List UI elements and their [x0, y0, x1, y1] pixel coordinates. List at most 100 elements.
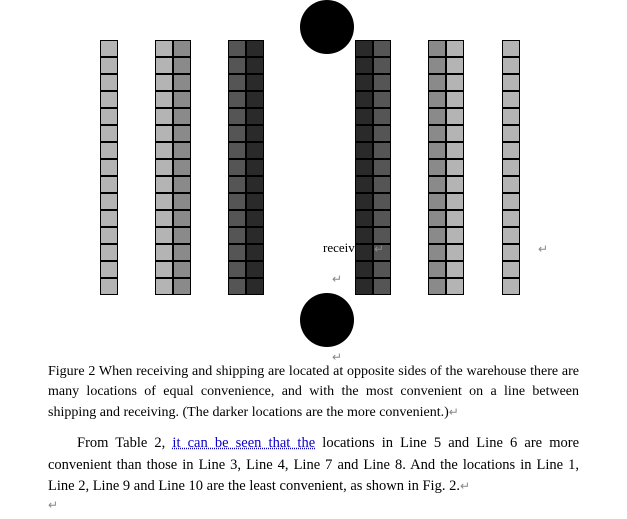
rack-cell	[355, 278, 373, 295]
rack-cell	[155, 159, 173, 176]
rack-cell	[173, 278, 191, 295]
rack-cell	[446, 74, 464, 91]
trailing-mark: ↵	[0, 498, 627, 513]
rack-cell	[155, 40, 173, 57]
rack-cell	[246, 91, 264, 108]
rack-cell	[373, 142, 391, 159]
rack-cell	[502, 278, 520, 295]
rack-cell	[428, 261, 446, 278]
rack-cell	[428, 193, 446, 210]
rack-cell	[446, 125, 464, 142]
rack-cell	[173, 108, 191, 125]
shipping-dock-icon	[300, 0, 354, 54]
rack-cell	[173, 176, 191, 193]
rack-cell	[246, 125, 264, 142]
rack-cell	[228, 244, 246, 261]
rack-cell	[502, 40, 520, 57]
reference-text: it can be seen that the	[172, 435, 315, 451]
rack-cell	[228, 142, 246, 159]
rack-cell	[428, 227, 446, 244]
rack-cell	[446, 108, 464, 125]
rack-cell	[100, 74, 118, 91]
rack-cell	[246, 74, 264, 91]
rack-cell	[173, 159, 191, 176]
rack-cell	[100, 142, 118, 159]
rack-cell	[428, 91, 446, 108]
rack-cell	[502, 193, 520, 210]
rack-cell	[100, 40, 118, 57]
para-mark: ↵	[332, 272, 342, 287]
para-mark: ↵	[538, 242, 548, 257]
rack-cell	[355, 125, 373, 142]
body-paragraph: From Table 2, it can be seen that the lo…	[0, 423, 627, 498]
rack-cell	[155, 142, 173, 159]
rack-cell	[502, 142, 520, 159]
para-mark: ↵	[374, 242, 384, 257]
rack-cell	[373, 91, 391, 108]
rack-cell	[155, 278, 173, 295]
rack-cell	[502, 108, 520, 125]
rack-cell	[173, 57, 191, 74]
rack-cell	[155, 210, 173, 227]
rack-cell	[173, 227, 191, 244]
rack-cell	[155, 74, 173, 91]
rack-cell	[246, 176, 264, 193]
rack-cell	[373, 40, 391, 57]
rack-column-2	[155, 40, 173, 295]
rack-column-1	[100, 40, 118, 295]
rack-cell	[100, 57, 118, 74]
rack-cell	[373, 57, 391, 74]
rack-cell	[446, 244, 464, 261]
rack-cell	[173, 261, 191, 278]
rack-cell	[355, 108, 373, 125]
rack-cell	[100, 244, 118, 261]
rack-cell	[155, 108, 173, 125]
rack-cell	[428, 210, 446, 227]
rack-cell	[228, 227, 246, 244]
rack-cell	[446, 261, 464, 278]
caption-text: Figure 2 When receiving and shipping are…	[48, 364, 579, 420]
rack-cell	[373, 108, 391, 125]
rack-cell	[446, 91, 464, 108]
rack-cell	[155, 125, 173, 142]
rack-cell	[246, 261, 264, 278]
rack-cell	[355, 176, 373, 193]
rack-cell	[228, 210, 246, 227]
rack-cell	[355, 40, 373, 57]
rack-cell	[502, 57, 520, 74]
rack-cell	[100, 159, 118, 176]
rack-cell	[428, 159, 446, 176]
rack-cell	[246, 193, 264, 210]
rack-cell	[155, 261, 173, 278]
rack-column-3	[173, 40, 191, 295]
rack-cell	[100, 210, 118, 227]
rack-cell	[246, 244, 264, 261]
rack-cell	[173, 244, 191, 261]
rack-cell	[246, 40, 264, 57]
rack-cell	[228, 108, 246, 125]
rack-cell	[502, 227, 520, 244]
para-mark: ↵	[332, 350, 342, 365]
rack-cell	[373, 278, 391, 295]
rack-cell	[355, 57, 373, 74]
rack-cell	[373, 176, 391, 193]
rack-column-8	[428, 40, 446, 295]
rack-cell	[155, 227, 173, 244]
rack-cell	[246, 210, 264, 227]
rack-cell	[155, 176, 173, 193]
rack-cell	[173, 210, 191, 227]
rack-cell	[373, 125, 391, 142]
rack-cell	[246, 57, 264, 74]
para-mark: ↵	[460, 479, 470, 493]
rack-cell	[428, 176, 446, 193]
rack-cell	[502, 261, 520, 278]
para-mark: ↵	[449, 405, 459, 419]
rack-cell	[246, 227, 264, 244]
rack-cell	[502, 91, 520, 108]
receiving-dock-icon	[300, 293, 354, 347]
rack-cell	[100, 125, 118, 142]
rack-cell	[355, 244, 373, 261]
rack-cell	[155, 57, 173, 74]
rack-cell	[446, 278, 464, 295]
rack-cell	[228, 278, 246, 295]
